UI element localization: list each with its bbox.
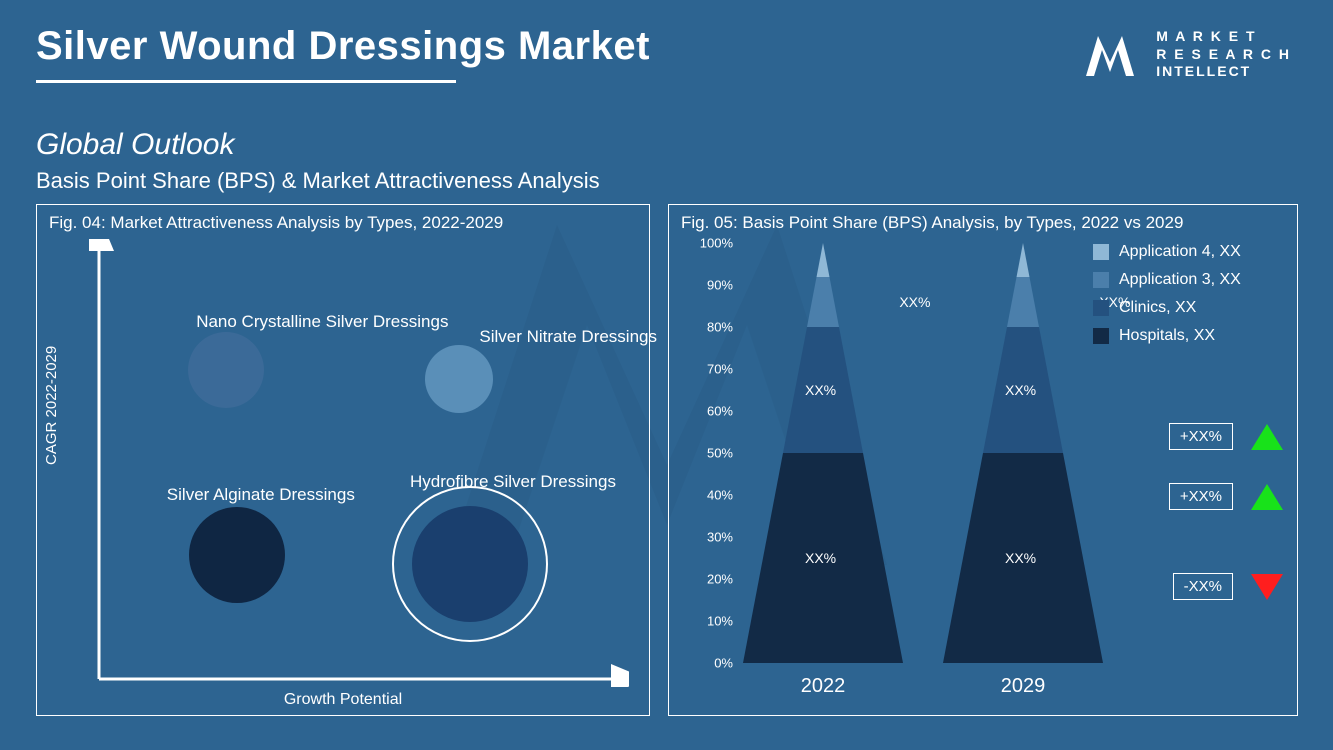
logo-line3: INTELLECT — [1156, 63, 1291, 81]
fig04-y-axis-label: CAGR 2022-2029 — [43, 346, 60, 465]
legend-swatch — [1093, 300, 1109, 316]
cone-clip — [943, 243, 1103, 663]
cone-pct-label: XX% — [1005, 382, 1036, 398]
legend-swatch — [1093, 244, 1109, 260]
brand-logo: M A R K E T R E S E A R C H INTELLECT — [1082, 28, 1291, 81]
delta-value: -XX% — [1173, 573, 1233, 600]
delta-indicator: -XX% — [1173, 573, 1283, 600]
y-tick: 100% — [683, 236, 733, 251]
subtitle-bps: Basis Point Share (BPS) & Market Attract… — [36, 168, 600, 194]
y-tick: 60% — [683, 404, 733, 419]
logo-text: M A R K E T R E S E A R C H INTELLECT — [1156, 28, 1291, 81]
cone-xlabel: 2029 — [943, 675, 1103, 698]
cone-segment — [743, 243, 903, 277]
triangle-up-icon — [1251, 424, 1283, 450]
title-underline — [36, 80, 456, 83]
fig04-plot-area: Nano Crystalline Silver Dressings Silver … — [99, 247, 629, 687]
bubble — [412, 506, 528, 622]
triangle-up-icon — [1251, 484, 1283, 510]
legend-item: Hospitals, XX — [1093, 327, 1283, 345]
legend-label: Clinics, XX — [1119, 299, 1196, 317]
legend-item: Application 4, XX — [1093, 243, 1283, 261]
cone-segment — [743, 277, 903, 327]
legend-swatch — [1093, 272, 1109, 288]
delta-value: +XX% — [1169, 423, 1233, 450]
delta-indicator: +XX% — [1169, 483, 1283, 510]
fig04-axes — [89, 239, 629, 687]
fig05-title: Fig. 05: Basis Point Share (BPS) Analysi… — [681, 213, 1285, 233]
triangle-down-icon — [1251, 574, 1283, 600]
panel-fig04: Fig. 04: Market Attractiveness Analysis … — [36, 204, 650, 716]
logo-line1: M A R K E T — [1156, 28, 1291, 46]
cone-segment — [943, 243, 1103, 277]
fig05-cones: XX%XX%XX%2022XX%XX%XX%2029 — [743, 243, 1123, 663]
y-tick: 50% — [683, 446, 733, 461]
fig05-plot-area: 0%10%20%30%40%50%60%70%80%90%100% XX%XX%… — [683, 243, 1283, 703]
cone-pct-label: XX% — [805, 550, 836, 566]
cone-pct-label: XX% — [899, 294, 930, 310]
y-tick: 10% — [683, 614, 733, 629]
cone-pct-label: XX% — [1005, 550, 1036, 566]
bubble — [425, 345, 493, 413]
bubble-label: Hydrofibre Silver Dressings — [410, 472, 616, 492]
fig05-legend: Application 4, XX Application 3, XX Clinic… — [1093, 243, 1283, 355]
subtitle-global-outlook: Global Outlook — [36, 128, 234, 162]
fig04-title: Fig. 04: Market Attractiveness Analysis … — [49, 213, 637, 233]
fig05-y-ticks: 0%10%20%30%40%50%60%70%80%90%100% — [683, 243, 733, 663]
y-tick: 80% — [683, 320, 733, 335]
bubble-label: Silver Alginate Dressings — [167, 485, 355, 505]
y-tick: 0% — [683, 656, 733, 671]
cone-pct-label: XX% — [805, 382, 836, 398]
cone: XX%XX%XX%2029 — [943, 243, 1103, 663]
cone-clip — [743, 243, 903, 663]
y-tick: 90% — [683, 278, 733, 293]
panel-fig05: Fig. 05: Basis Point Share (BPS) Analysi… — [668, 204, 1298, 716]
y-tick: 70% — [683, 362, 733, 377]
bubble — [188, 332, 264, 408]
bubble-label: Nano Crystalline Silver Dressings — [196, 312, 448, 332]
delta-indicator: +XX% — [1169, 423, 1283, 450]
y-tick: 20% — [683, 572, 733, 587]
legend-item: Application 3, XX — [1093, 271, 1283, 289]
cone: XX%XX%XX%2022 — [743, 243, 903, 663]
logo-line2: R E S E A R C H — [1156, 46, 1291, 64]
bubble-label: Silver Nitrate Dressings — [479, 327, 657, 347]
y-tick: 30% — [683, 530, 733, 545]
delta-value: +XX% — [1169, 483, 1233, 510]
bubble — [189, 507, 285, 603]
cone-xlabel: 2022 — [743, 675, 903, 698]
fig04-x-axis-label: Growth Potential — [284, 691, 402, 709]
cone-segment — [943, 277, 1103, 327]
legend-item: Clinics, XX — [1093, 299, 1283, 317]
legend-label: Application 4, XX — [1119, 243, 1241, 261]
logo-mark-icon — [1082, 30, 1144, 78]
y-tick: 40% — [683, 488, 733, 503]
legend-label: Hospitals, XX — [1119, 327, 1215, 345]
page-title: Silver Wound Dressings Market — [36, 24, 650, 69]
legend-label: Application 3, XX — [1119, 271, 1241, 289]
legend-swatch — [1093, 328, 1109, 344]
